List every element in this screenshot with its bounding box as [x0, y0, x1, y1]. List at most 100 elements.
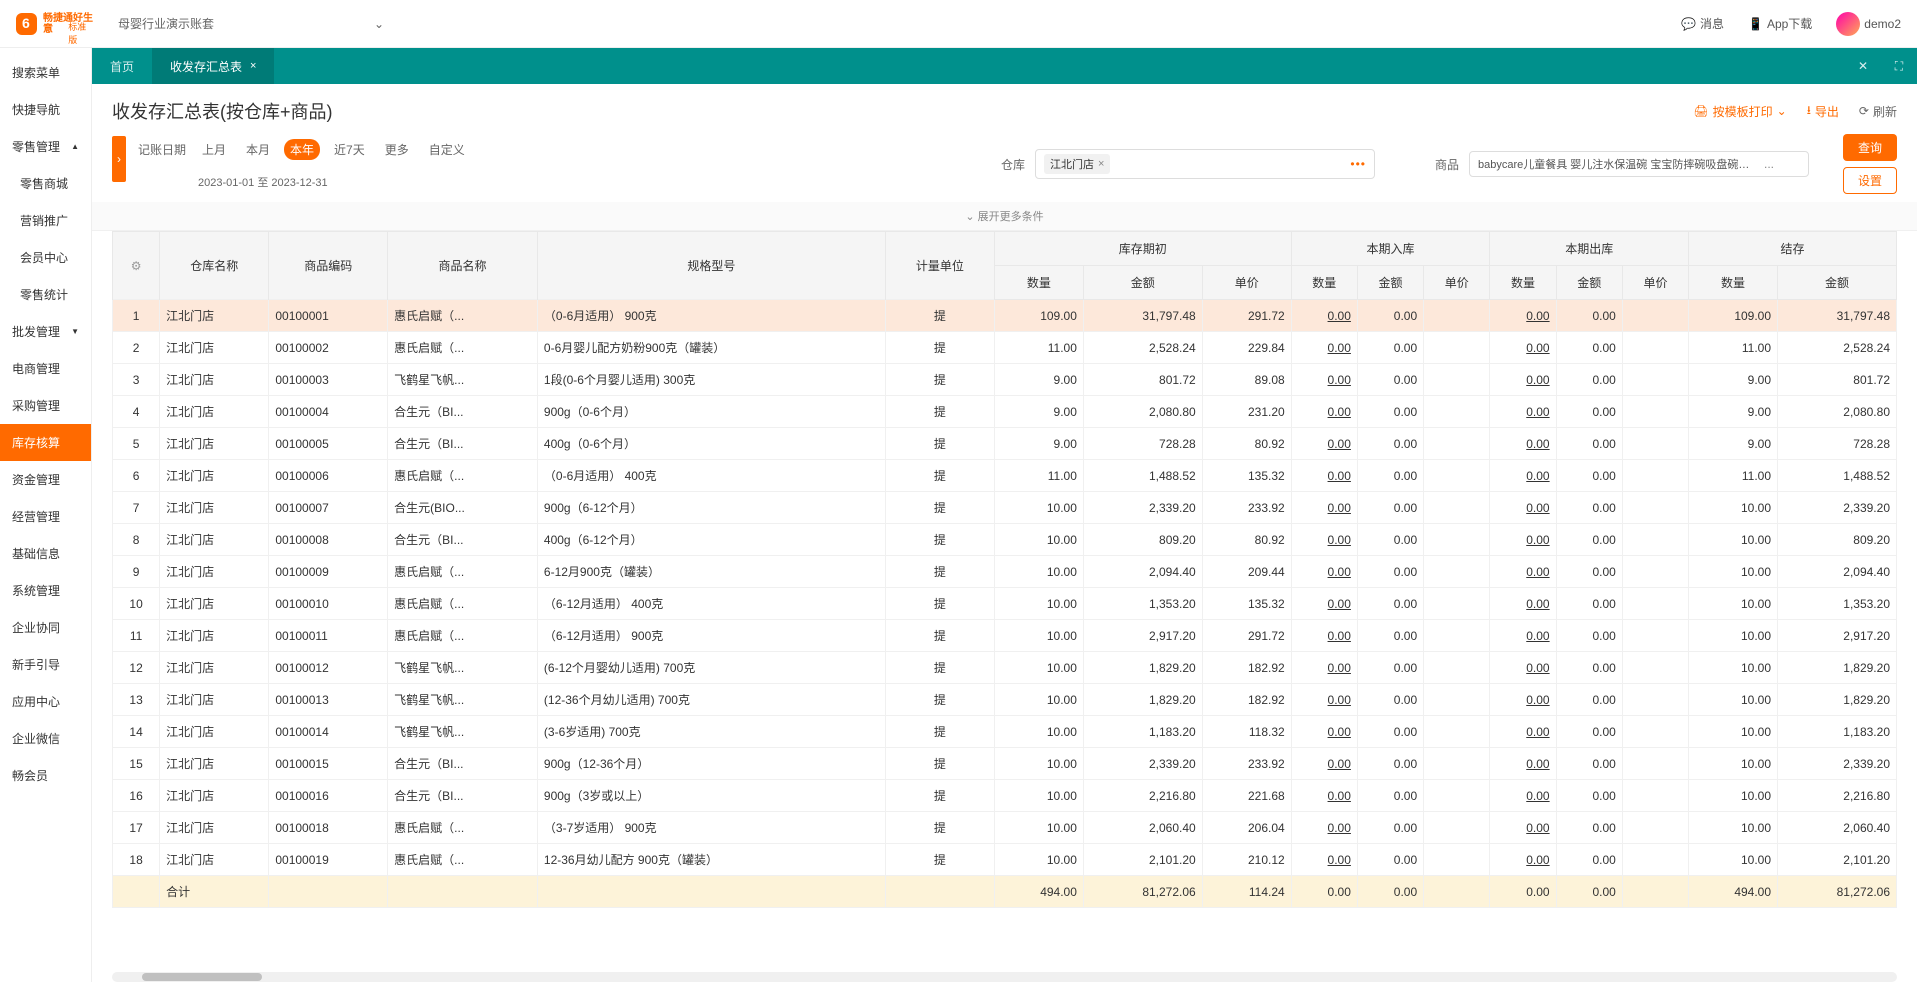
link-in-qty[interactable]: 0.00 — [1328, 629, 1351, 643]
table-row[interactable]: 11江北门店00100011惠氏启赋（...（6-12月适用） 900克提10.… — [113, 620, 1897, 652]
link-in-qty[interactable]: 0.00 — [1328, 405, 1351, 419]
expand-conditions-button[interactable]: ⌄ 展开更多条件 — [92, 202, 1917, 231]
link-in-qty[interactable]: 0.00 — [1328, 565, 1351, 579]
link-out-qty[interactable]: 0.00 — [1526, 533, 1549, 547]
table-row[interactable]: 7江北门店00100007合生元(BIO...900g（6-12个月）提10.0… — [113, 492, 1897, 524]
link-out-qty[interactable]: 0.00 — [1526, 757, 1549, 771]
tab-home[interactable]: 首页 — [92, 48, 152, 84]
table-row[interactable]: 16江北门店00100016合生元（BI...900g（3岁或以上）提10.00… — [113, 780, 1897, 812]
table-row[interactable]: 13江北门店00100013飞鹤星飞帆...(12-36个月幼儿适用) 700克… — [113, 684, 1897, 716]
nav-item-retail[interactable]: 零售管理▲ — [0, 128, 91, 165]
link-out-qty[interactable]: 0.00 — [1526, 789, 1549, 803]
nav-item-guide[interactable]: 新手引导 — [0, 646, 91, 683]
date-opt-more[interactable]: 更多 — [379, 139, 415, 160]
nav-item-fund[interactable]: 资金管理 — [0, 461, 91, 498]
nav-item-wecom[interactable]: 企业微信 — [0, 720, 91, 757]
col-gear[interactable]: ⚙ — [113, 232, 160, 300]
messages-button[interactable]: 💬 消息 — [1681, 15, 1724, 32]
link-out-qty[interactable]: 0.00 — [1526, 469, 1549, 483]
link-in-qty[interactable]: 0.00 — [1328, 597, 1351, 611]
export-button[interactable]: ⭳ 导出 — [1807, 101, 1839, 122]
link-in-qty[interactable]: 0.00 — [1328, 789, 1351, 803]
link-in-qty[interactable]: 0.00 — [1328, 661, 1351, 675]
link-out-qty[interactable]: 0.00 — [1526, 821, 1549, 835]
table-row[interactable]: 10江北门店00100010惠氏启赋（...（6-12月适用） 400克提10.… — [113, 588, 1897, 620]
table-row[interactable]: 5江北门店00100005合生元（BI...400g（0-6个月）提9.0072… — [113, 428, 1897, 460]
date-opt-custom[interactable]: 自定义 — [423, 139, 471, 160]
close-all-button[interactable]: ✕ — [1845, 59, 1881, 73]
print-button[interactable]: 🖨 按模板打印 ⌄ — [1693, 103, 1786, 120]
settings-button[interactable]: 设置 — [1843, 167, 1897, 194]
link-out-qty[interactable]: 0.00 — [1526, 661, 1549, 675]
nav-item-member[interactable]: 会员中心 — [0, 239, 91, 276]
remove-tag-icon[interactable]: × — [1098, 158, 1104, 170]
tab-close-icon[interactable]: × — [250, 60, 256, 72]
nav-item-mkt[interactable]: 营销推广 — [0, 202, 91, 239]
link-out-qty[interactable]: 0.00 — [1526, 597, 1549, 611]
link-in-qty[interactable]: 0.00 — [1328, 501, 1351, 515]
link-out-qty[interactable]: 0.00 — [1526, 501, 1549, 515]
horizontal-scrollbar[interactable] — [112, 972, 1897, 982]
table-row[interactable]: 18江北门店00100019惠氏启赋（...12-36月幼儿配方 900克（罐装… — [113, 844, 1897, 876]
nav-item-quick[interactable]: 快捷导航 — [0, 91, 91, 128]
table-row[interactable]: 17江北门店00100018惠氏启赋（...（3-7岁适用） 900克提10.0… — [113, 812, 1897, 844]
nav-item-coop[interactable]: 企业协同 — [0, 609, 91, 646]
link-out-qty[interactable]: 0.00 — [1526, 725, 1549, 739]
collapse-filter-button[interactable]: › — [112, 136, 126, 182]
date-opt-last-month[interactable]: 上月 — [196, 139, 232, 160]
table-row[interactable]: 8江北门店00100008合生元（BI...400g（6-12个月）提10.00… — [113, 524, 1897, 556]
refresh-button[interactable]: ⟳ 刷新 — [1859, 103, 1897, 120]
app-download-button[interactable]: 📱 App下载 — [1748, 15, 1812, 32]
link-out-qty[interactable]: 0.00 — [1526, 565, 1549, 579]
table-row[interactable]: 15江北门店00100015合生元（BI...900g（12-36个月）提10.… — [113, 748, 1897, 780]
nav-item-base[interactable]: 基础信息 — [0, 535, 91, 572]
warehouse-more-icon[interactable]: ••• — [1350, 157, 1366, 171]
nav-item-sys[interactable]: 系统管理 — [0, 572, 91, 609]
link-in-qty[interactable]: 0.00 — [1328, 757, 1351, 771]
link-in-qty[interactable]: 0.00 — [1328, 437, 1351, 451]
nav-item-rstat[interactable]: 零售统计 — [0, 276, 91, 313]
link-in-qty[interactable]: 0.00 — [1328, 725, 1351, 739]
link-out-qty[interactable]: 0.00 — [1526, 629, 1549, 643]
link-out-qty[interactable]: 0.00 — [1526, 309, 1549, 323]
link-in-qty[interactable]: 0.00 — [1328, 373, 1351, 387]
link-in-qty[interactable]: 0.00 — [1328, 309, 1351, 323]
table-row[interactable]: 1江北门店00100001惠氏启赋（...（0-6月适用） 900克提109.0… — [113, 300, 1897, 332]
user-menu[interactable]: demo2 — [1836, 12, 1901, 36]
table-row[interactable]: 12江北门店00100012飞鹤星飞帆...(6-12个月婴幼儿适用) 700克… — [113, 652, 1897, 684]
date-opt-7days[interactable]: 近7天 — [328, 139, 371, 160]
nav-item-inv[interactable]: 库存核算 — [0, 424, 91, 461]
link-in-qty[interactable]: 0.00 — [1328, 853, 1351, 867]
fullscreen-button[interactable]: ⛶ — [1881, 59, 1917, 74]
warehouse-input[interactable]: 江北门店 × ••• — [1035, 149, 1375, 179]
nav-item-vip[interactable]: 畅会员 — [0, 757, 91, 794]
link-out-qty[interactable]: 0.00 — [1526, 405, 1549, 419]
link-in-qty[interactable]: 0.00 — [1328, 533, 1351, 547]
link-out-qty[interactable]: 0.00 — [1526, 853, 1549, 867]
tab-current[interactable]: 收发存汇总表 × — [152, 48, 274, 84]
nav-item-mall[interactable]: 零售商城 — [0, 165, 91, 202]
account-selector[interactable]: 母婴行业演示账套 ⌄ — [118, 15, 384, 32]
table-row[interactable]: 4江北门店00100004合生元（BI...900g（0-6个月）提9.002,… — [113, 396, 1897, 428]
table-row[interactable]: 9江北门店00100009惠氏启赋（...6-12月900克（罐装）提10.00… — [113, 556, 1897, 588]
link-in-qty[interactable]: 0.00 — [1328, 341, 1351, 355]
link-in-qty[interactable]: 0.00 — [1328, 469, 1351, 483]
link-in-qty[interactable]: 0.00 — [1328, 821, 1351, 835]
product-more-icon[interactable]: ... — [1764, 157, 1774, 171]
date-opt-this-month[interactable]: 本月 — [240, 139, 276, 160]
product-input[interactable]: babycare儿童餐具 婴儿注水保温碗 宝宝防摔碗吸盘碗辅食碗勺套装 雀湖绿 … — [1469, 151, 1809, 177]
nav-item-whole[interactable]: 批发管理▼ — [0, 313, 91, 350]
link-out-qty[interactable]: 0.00 — [1526, 437, 1549, 451]
nav-item-appc[interactable]: 应用中心 — [0, 683, 91, 720]
scrollbar-thumb[interactable] — [142, 973, 262, 981]
table-row[interactable]: 2江北门店00100002惠氏启赋（...0-6月婴儿配方奶粉900克（罐装）提… — [113, 332, 1897, 364]
link-out-qty[interactable]: 0.00 — [1526, 341, 1549, 355]
nav-item-ecom[interactable]: 电商管理 — [0, 350, 91, 387]
query-button[interactable]: 查询 — [1843, 134, 1897, 161]
table-row[interactable]: 3江北门店00100003飞鹤星飞帆...1段(0-6个月婴儿适用) 300克提… — [113, 364, 1897, 396]
nav-item-purchase[interactable]: 采购管理 — [0, 387, 91, 424]
nav-item-search[interactable]: 搜索菜单 — [0, 54, 91, 91]
nav-item-biz[interactable]: 经营管理 — [0, 498, 91, 535]
link-out-qty[interactable]: 0.00 — [1526, 693, 1549, 707]
table-row[interactable]: 14江北门店00100014飞鹤星飞帆...(3-6岁适用) 700克提10.0… — [113, 716, 1897, 748]
